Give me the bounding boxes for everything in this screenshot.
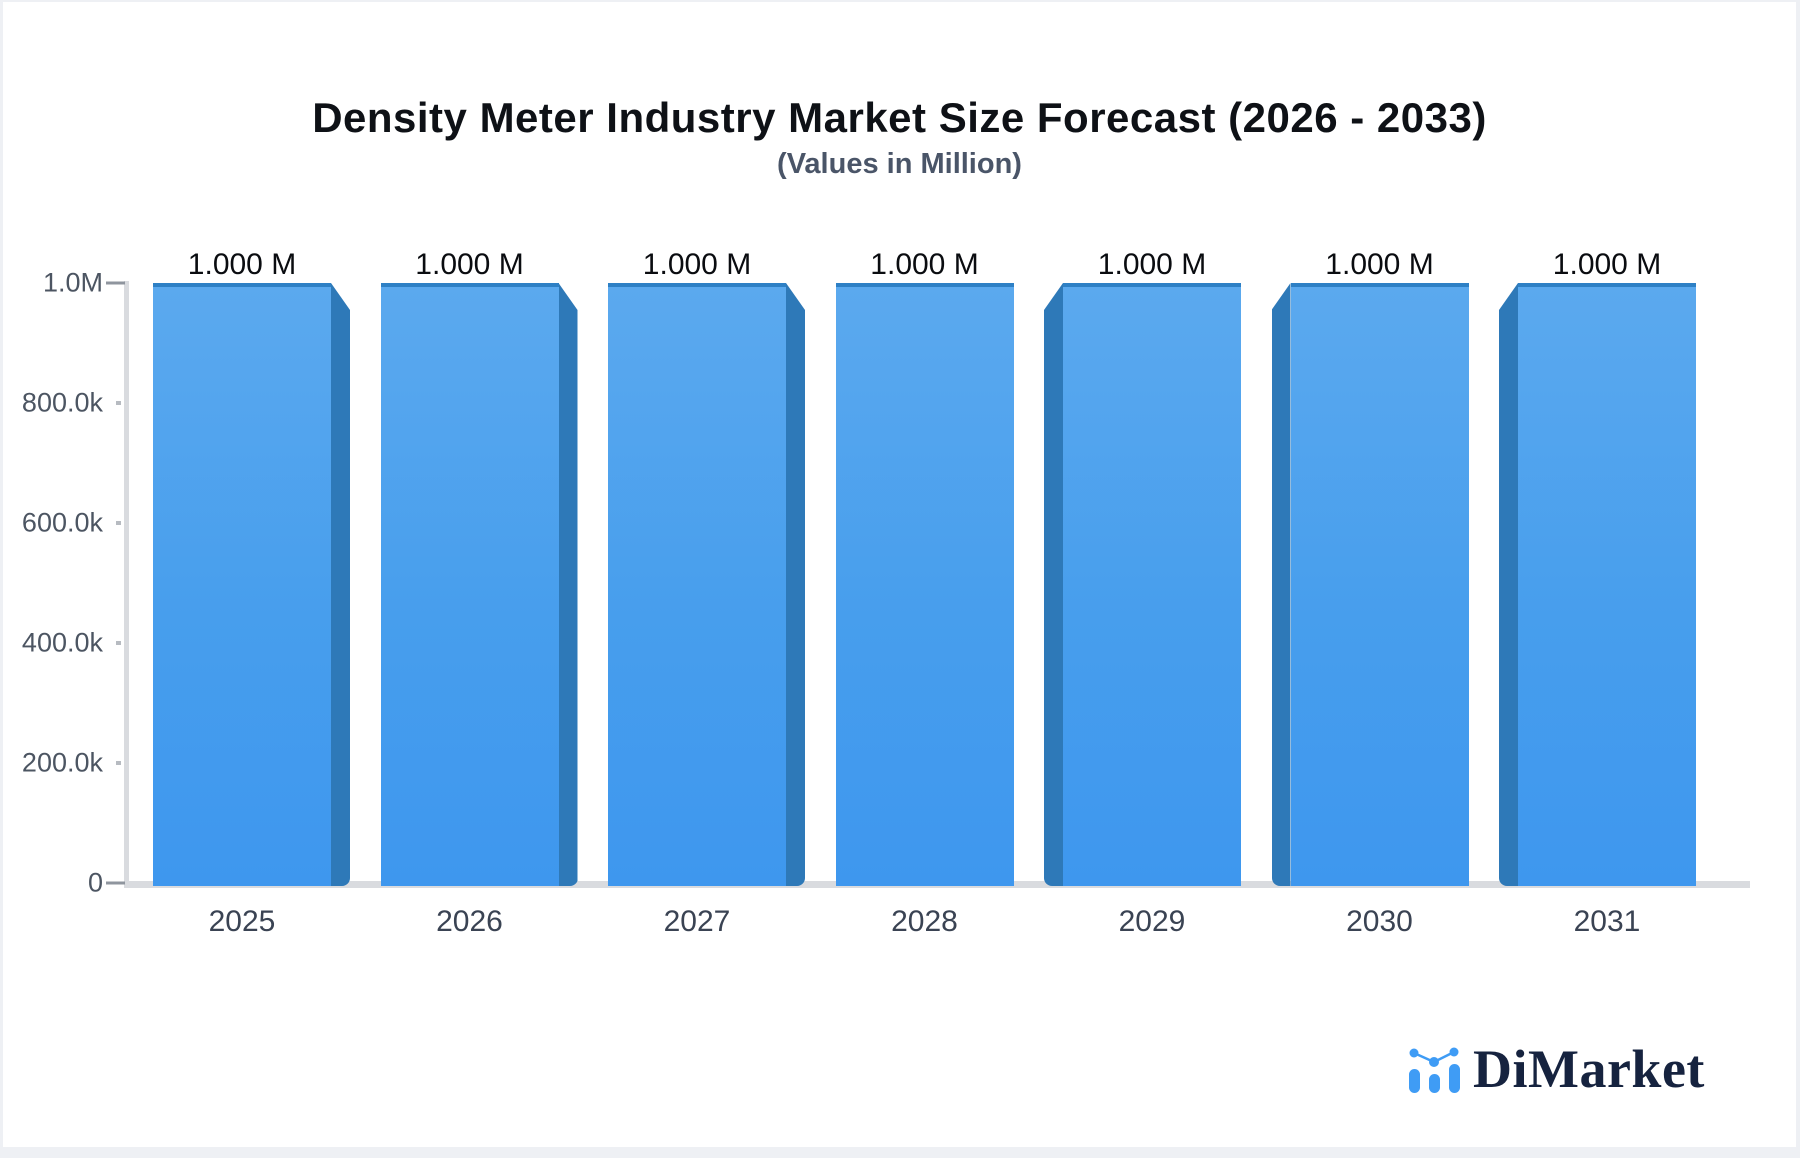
bar-side-shadow: [558, 283, 578, 886]
bar-side-shadow: [1271, 283, 1291, 886]
y-axis-line: [124, 281, 129, 883]
bar: [1290, 283, 1469, 886]
y-tick-mark: [116, 521, 121, 525]
x-tick-label: 2026: [436, 905, 503, 938]
x-tick-label: 2031: [1573, 905, 1641, 938]
y-tick-label: 0: [87, 867, 103, 898]
y-tick-mark: [106, 281, 125, 285]
bar: [153, 283, 331, 886]
y-tick-label: 200.0k: [21, 747, 103, 778]
bar-side-shadow: [786, 283, 805, 886]
bar-chart-plot-area: 1.0M 800.0k 600.0k 400.0k 200.0k 0 1.000 M 202…: [3, 2, 1800, 1158]
y-tick-label: 600.0k: [21, 507, 103, 538]
bar: [380, 283, 559, 886]
x-tick-label: 2028: [891, 905, 958, 938]
bar-side-shadow: [1044, 283, 1063, 886]
bar-chart-logo-icon: [1409, 1047, 1460, 1093]
bar-value-label: 1.000 M: [1552, 248, 1662, 281]
bar-value-label: 1.000 M: [870, 248, 979, 281]
y-tick-label: 1.0M: [42, 267, 103, 298]
brand-name: DiMarket: [1473, 1039, 1705, 1099]
bar-value-label: 1.000 M: [1097, 248, 1207, 281]
bar: [835, 283, 1014, 886]
bar-side-shadow: [331, 283, 350, 886]
y-tick-label: 800.0k: [21, 387, 103, 418]
x-tick-label: 2027: [663, 905, 731, 938]
chart-title: Density Meter Industry Market Size Forec…: [312, 94, 1487, 141]
y-tick-mark: [116, 641, 121, 645]
bar: [608, 283, 786, 886]
bar: [1063, 283, 1241, 886]
bar-value-label: 1.000 M: [187, 248, 297, 281]
y-tick-mark: [116, 401, 121, 405]
bar-value-label: 1.000 M: [1325, 248, 1434, 281]
brand-logo: DiMarket: [1407, 1042, 1705, 1096]
y-tick-label: 400.0k: [21, 627, 103, 658]
bar: [1518, 283, 1696, 886]
bar-value-label: 1.000 M: [642, 248, 752, 281]
bar-value-label: 1.000 M: [415, 248, 524, 281]
x-tick-label: 2029: [1118, 905, 1186, 938]
x-tick-label: 2030: [1346, 905, 1413, 938]
y-tick-mark: [116, 761, 121, 765]
y-tick-mark: [106, 881, 125, 885]
chart-card: Density Meter Industry Market Size Forec…: [3, 2, 1796, 1147]
chart-subtitle: (Values in Million): [777, 148, 1022, 180]
x-tick-label: 2025: [208, 905, 276, 938]
bar-side-shadow: [1499, 283, 1518, 886]
